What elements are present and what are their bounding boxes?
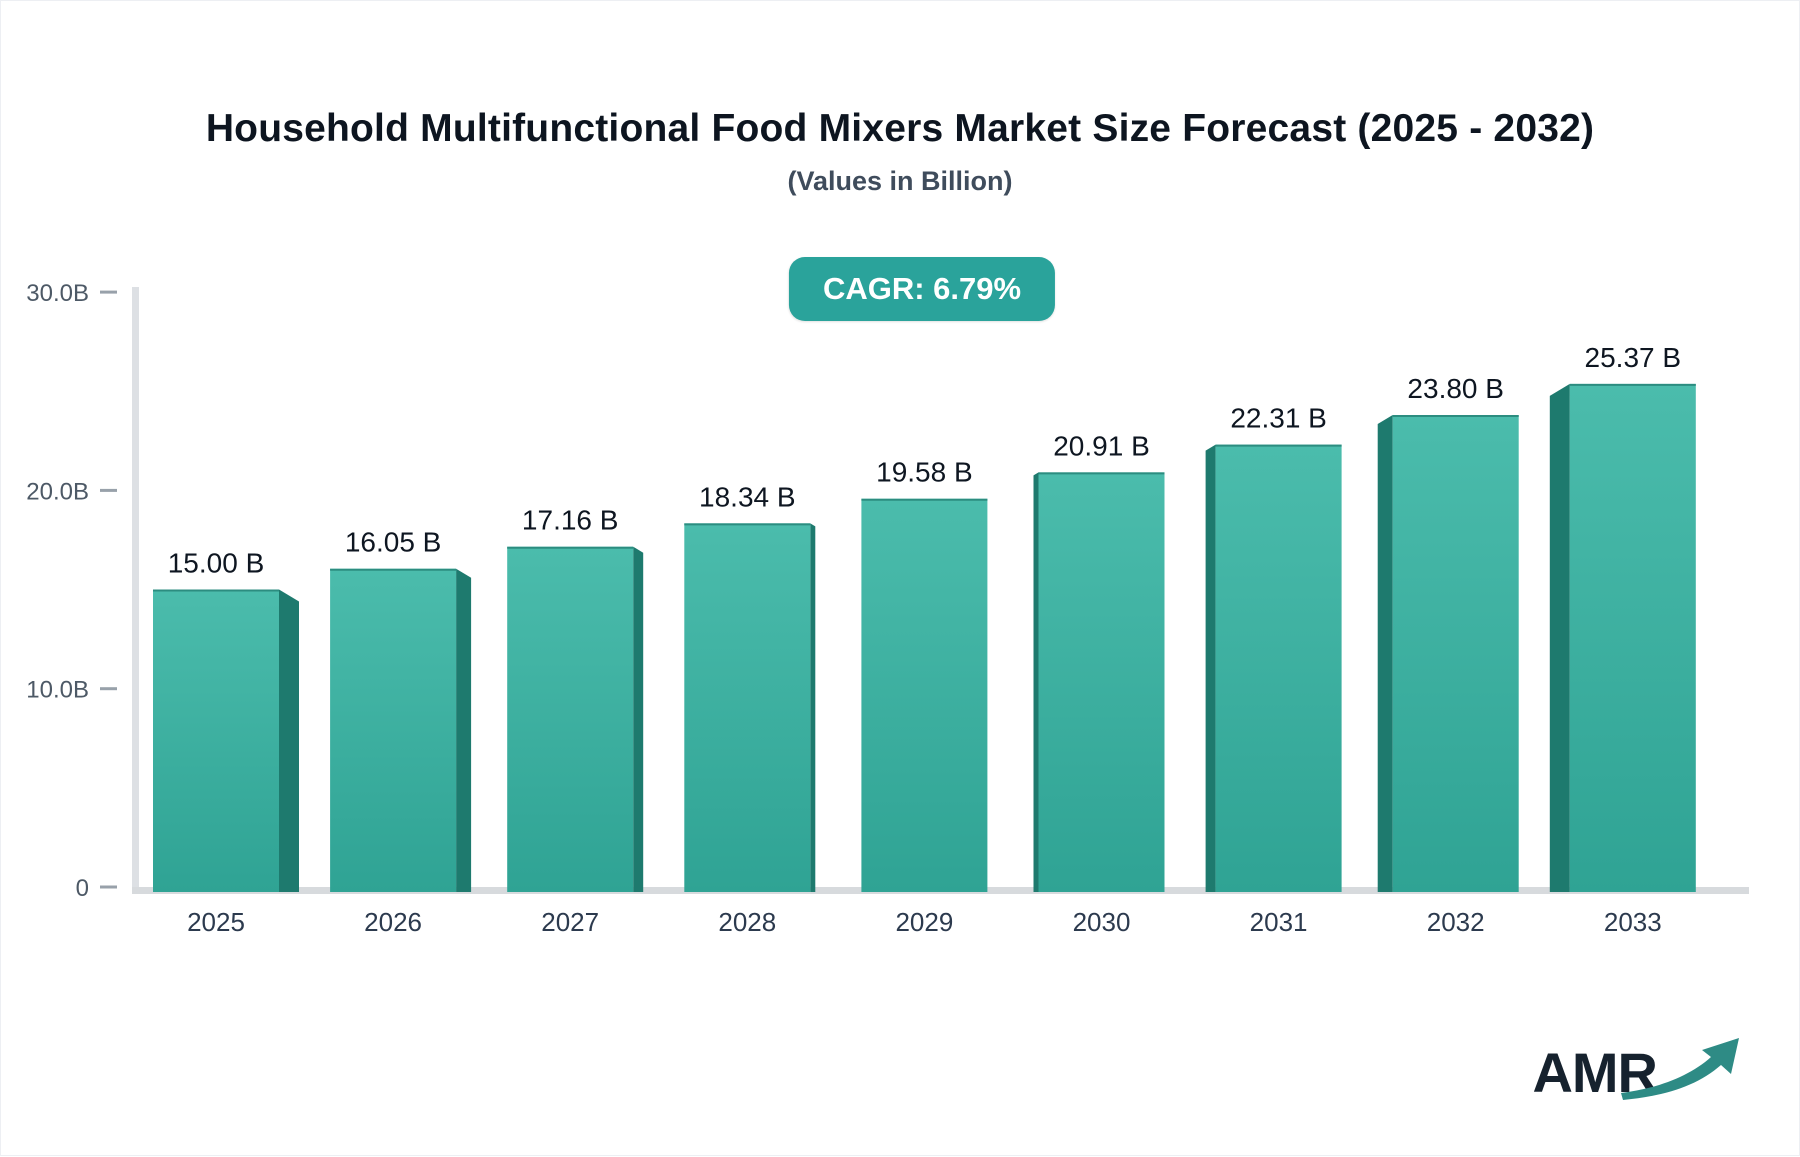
y-tick-mark: [100, 885, 117, 889]
bar-value-label: 25.37 B: [1585, 342, 1682, 373]
bar-side: [1033, 472, 1039, 892]
x-tick-label: 2029: [895, 907, 953, 937]
y-tick-mark: [100, 488, 117, 492]
y-tick-mark: [100, 290, 117, 294]
bar-side: [1549, 383, 1570, 892]
bar-side: [810, 523, 816, 892]
cagr-badge: CAGR: 6.79%: [788, 257, 1056, 321]
x-tick-label: 2026: [364, 907, 422, 937]
bar-value-label: 15.00 B: [168, 548, 265, 579]
bar-value-label: 17.16 B: [522, 505, 619, 536]
bar-side: [279, 589, 299, 892]
y-tick-label: 30.0B: [26, 280, 89, 307]
bar-value-label: 20.91 B: [1053, 430, 1150, 461]
x-tick-label: 2027: [541, 907, 599, 937]
bar-value-label: 16.05 B: [345, 527, 442, 558]
page-subtitle: (Values in Billion): [787, 166, 1013, 196]
brand-logo: AMR: [1532, 1035, 1749, 1101]
x-tick-label: 2032: [1427, 907, 1485, 937]
bar-2030: [1038, 472, 1165, 892]
trend-arrow-icon: [1621, 1038, 1739, 1100]
bar-2026: [330, 568, 457, 892]
y-tick-mark: [100, 687, 117, 691]
x-tick-label: 2025: [187, 907, 245, 937]
y-tick-label: 20.0B: [26, 478, 89, 505]
bar-side: [456, 568, 472, 892]
bar-2027: [507, 546, 634, 892]
x-tick-label: 2033: [1604, 907, 1662, 937]
bar-value-label: 19.58 B: [876, 457, 973, 488]
x-tick-label: 2031: [1250, 907, 1308, 937]
bar-value-label: 18.34 B: [699, 481, 796, 512]
bar-2033: [1569, 383, 1696, 892]
bar-2031: [1215, 444, 1342, 892]
page-title: Household Multifunctional Food Mixers Ma…: [205, 107, 1595, 150]
bar-side: [633, 546, 644, 892]
y-axis-line: [132, 287, 139, 894]
bar-2032: [1392, 415, 1519, 892]
bar-value-label: 22.31 B: [1230, 403, 1327, 434]
y-tick-label: 10.0B: [26, 677, 89, 704]
x-tick-label: 2030: [1073, 907, 1131, 937]
bar-value-label: 23.80 B: [1407, 373, 1504, 404]
bar-2028: [684, 523, 811, 892]
y-tick-label: 0: [76, 875, 89, 902]
bar-side: [1377, 415, 1393, 892]
x-tick-label: 2028: [718, 907, 776, 937]
bar-2029: [861, 498, 988, 892]
bar-2025: [153, 589, 279, 892]
bar-side: [1205, 444, 1216, 892]
